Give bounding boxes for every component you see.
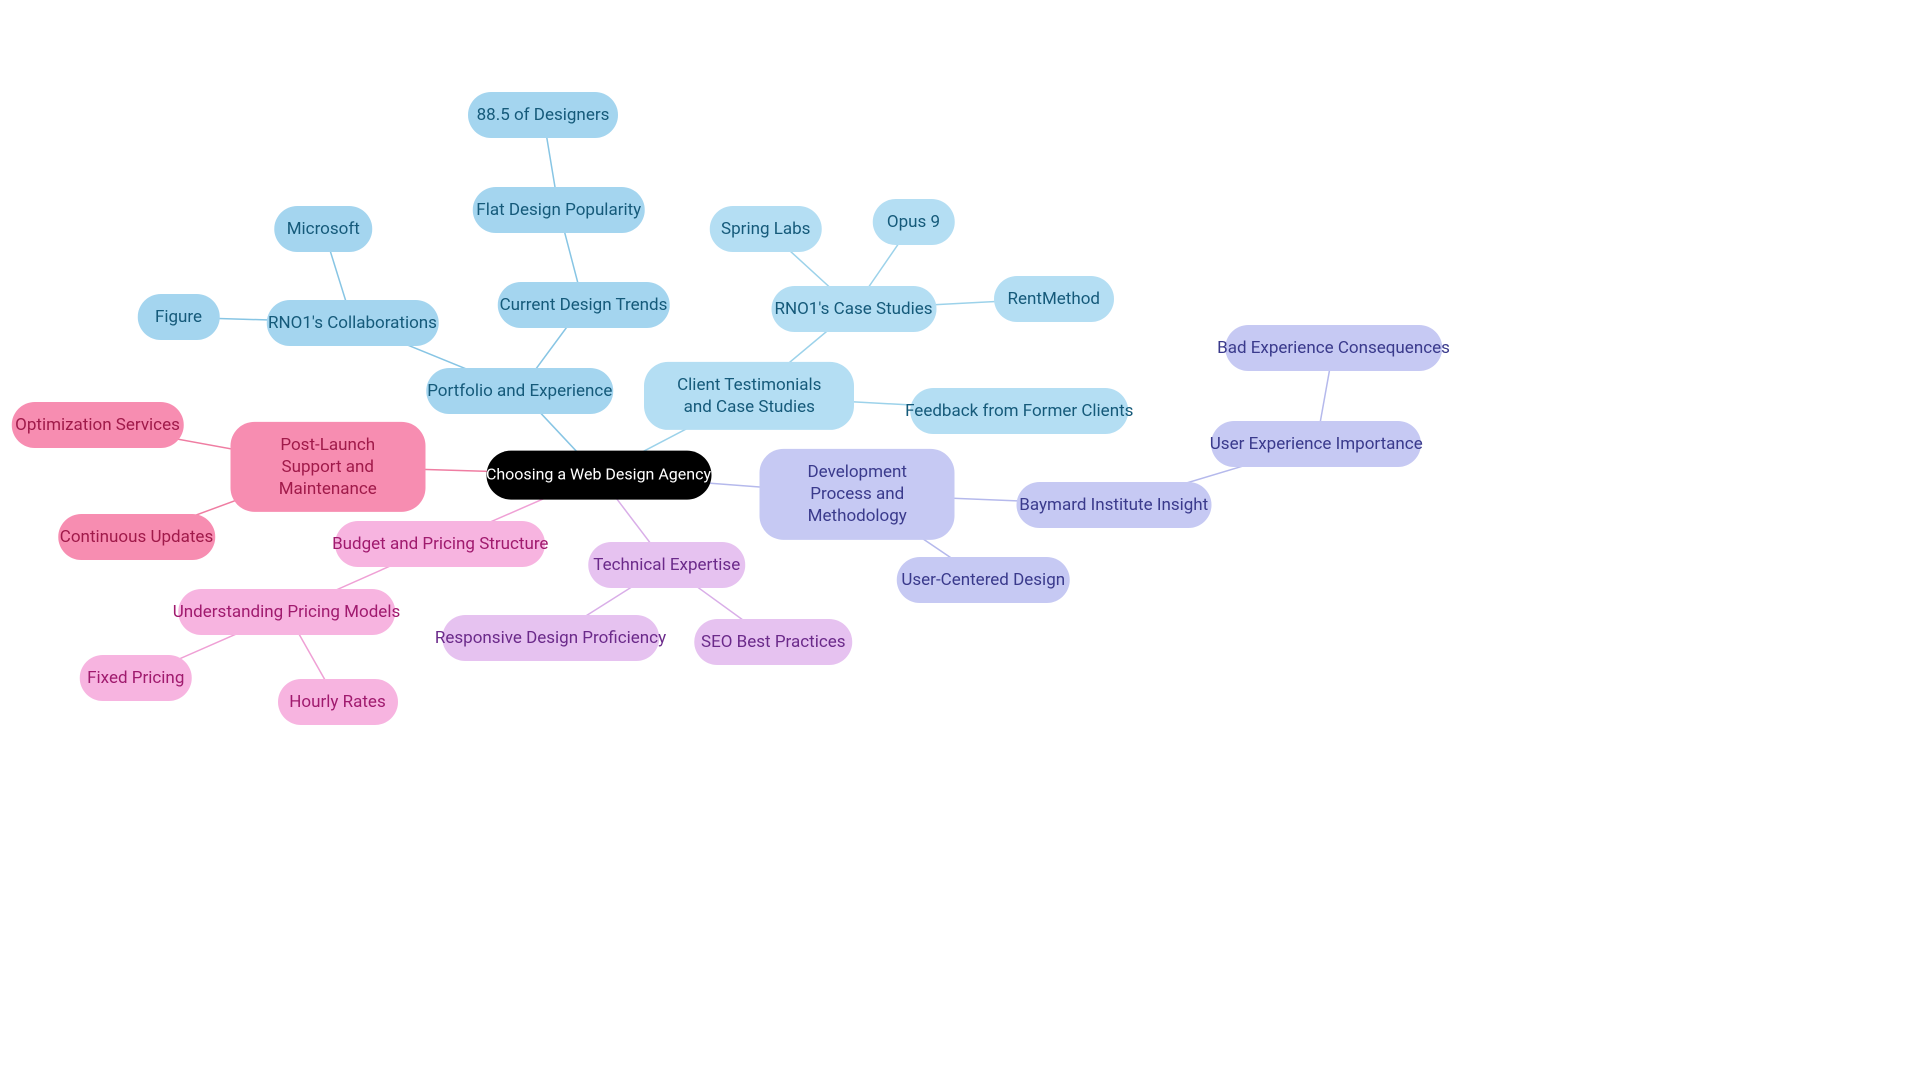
node-technical: Technical Expertise	[588, 542, 746, 588]
node-baymard: Baymard Institute Insight	[1016, 482, 1211, 528]
node-portfolio: Portfolio and Experience	[426, 368, 614, 414]
node-microsoft: Microsoft	[275, 206, 373, 252]
node-label: RNO1's Case Studies	[775, 298, 933, 320]
node-label: Current Design Trends	[500, 293, 668, 315]
node-label: Microsoft	[287, 218, 360, 240]
node-budget: Budget and Pricing Structure	[335, 521, 545, 567]
node-label: Bad Experience Consequences	[1217, 337, 1450, 359]
node-label: Responsive Design Proficiency	[435, 627, 666, 649]
node-casestudies: RNO1's Case Studies	[771, 286, 936, 332]
node-label: Opus 9	[887, 211, 940, 233]
node-usercentered: User-Centered Design	[897, 557, 1070, 603]
node-opus9: Opus 9	[872, 199, 955, 245]
node-label: Flat Design Popularity	[476, 199, 641, 221]
node-label: Continuous Updates	[60, 526, 213, 548]
node-label: Client Testimonials and Case Studies	[666, 374, 832, 418]
node-seo: SEO Best Practices	[695, 619, 853, 665]
node-springlabs: Spring Labs	[710, 206, 823, 252]
node-label: Optimization Services	[15, 413, 180, 435]
node-label: Understanding Pricing Models	[173, 601, 400, 623]
node-label: Hourly Rates	[289, 691, 385, 713]
node-label: SEO Best Practices	[701, 631, 846, 653]
node-feedback: Feedback from Former Clients	[911, 388, 1129, 434]
node-designers: 88.5 of Designers	[468, 92, 618, 138]
node-uximportance: User Experience Importance	[1211, 421, 1421, 467]
node-collab: RNO1's Collaborations	[266, 299, 439, 345]
node-label: User Experience Importance	[1210, 433, 1423, 455]
node-postlaunch: Post-Launch Support and Maintenance	[230, 421, 425, 511]
node-label: 88.5 of Designers	[477, 104, 610, 126]
node-label: Post-Launch Support and Maintenance	[252, 433, 403, 499]
node-pricingmodels: Understanding Pricing Models	[178, 589, 396, 635]
node-responsive: Responsive Design Proficiency	[442, 615, 660, 661]
node-label: Portfolio and Experience	[427, 380, 612, 402]
node-label: Technical Expertise	[593, 554, 740, 576]
node-label: Development Process and Methodology	[782, 461, 933, 527]
node-label: Feedback from Former Clients	[905, 400, 1133, 422]
node-testimonials: Client Testimonials and Case Studies	[644, 362, 854, 430]
node-figure: Figure	[137, 294, 220, 340]
node-label: Fixed Pricing	[87, 667, 184, 689]
node-optimization: Optimization Services	[11, 401, 184, 447]
node-devprocess: Development Process and Methodology	[760, 449, 955, 539]
node-trends: Current Design Trends	[497, 281, 670, 327]
node-continuous: Continuous Updates	[58, 514, 216, 560]
node-label: RNO1's Collaborations	[268, 311, 437, 333]
node-label: Choosing a Web Design Agency	[486, 464, 711, 485]
node-rentmethod: RentMethod	[994, 275, 1114, 321]
node-label: Baymard Institute Insight	[1019, 494, 1208, 516]
node-label: Budget and Pricing Structure	[332, 533, 548, 555]
node-label: Figure	[155, 306, 202, 328]
node-label: RentMethod	[1008, 287, 1101, 309]
node-root: Choosing a Web Design Agency	[486, 450, 711, 499]
node-flat: Flat Design Popularity	[473, 187, 646, 233]
node-badexp: Bad Experience Consequences	[1225, 325, 1443, 371]
edge-layer	[0, 0, 1920, 1083]
node-hourly: Hourly Rates	[278, 679, 398, 725]
node-label: User-Centered Design	[901, 569, 1065, 591]
node-fixed: Fixed Pricing	[80, 655, 193, 701]
node-label: Spring Labs	[721, 218, 810, 240]
